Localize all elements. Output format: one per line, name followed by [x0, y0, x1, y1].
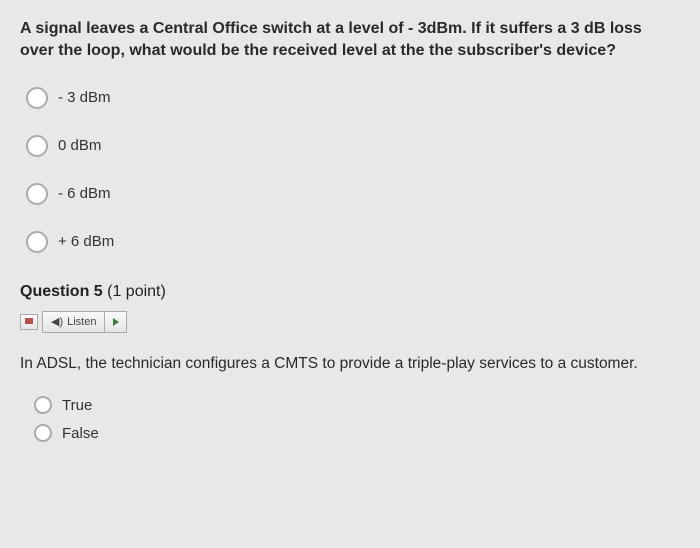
play-button[interactable]: [105, 311, 127, 333]
q5-number: Question 5: [20, 283, 103, 300]
q4-option-label-2: - 6 dBm: [58, 185, 111, 202]
radio-icon[interactable]: [34, 396, 52, 414]
listen-toolbar: ◀) Listen: [20, 311, 680, 333]
q5-option-label-0: True: [62, 397, 92, 414]
q4-options: - 3 dBm 0 dBm - 6 dBm + 6 dBm: [26, 87, 680, 253]
q4-prompt: A signal leaves a Central Office switch …: [20, 18, 680, 63]
q4-option-label-0: - 3 dBm: [58, 89, 111, 106]
q4-option-3[interactable]: + 6 dBm: [26, 231, 680, 253]
radio-icon[interactable]: [26, 231, 48, 253]
q5-header: Question 5 (1 point): [20, 283, 680, 301]
listen-button[interactable]: ◀) Listen: [42, 311, 105, 333]
q4-option-1[interactable]: 0 dBm: [26, 135, 680, 157]
q5-option-label-1: False: [62, 425, 99, 442]
q4-option-label-1: 0 dBm: [58, 137, 101, 154]
q5-options: True False: [20, 396, 680, 442]
listen-label: Listen: [67, 316, 96, 328]
q4-option-label-3: + 6 dBm: [58, 233, 114, 250]
speaker-icon: ◀): [51, 315, 63, 328]
radio-icon[interactable]: [26, 87, 48, 109]
radio-icon[interactable]: [26, 135, 48, 157]
q4-option-0[interactable]: - 3 dBm: [26, 87, 680, 109]
q5-option-false[interactable]: False: [34, 424, 680, 442]
radio-icon[interactable]: [26, 183, 48, 205]
q4-option-2[interactable]: - 6 dBm: [26, 183, 680, 205]
play-icon: [113, 318, 119, 326]
flag-icon[interactable]: [20, 314, 38, 330]
q5-points: (1 point): [103, 283, 166, 300]
q5-option-true[interactable]: True: [34, 396, 680, 414]
radio-icon[interactable]: [34, 424, 52, 442]
q5-prompt: In ADSL, the technician configures a CMT…: [20, 353, 680, 375]
